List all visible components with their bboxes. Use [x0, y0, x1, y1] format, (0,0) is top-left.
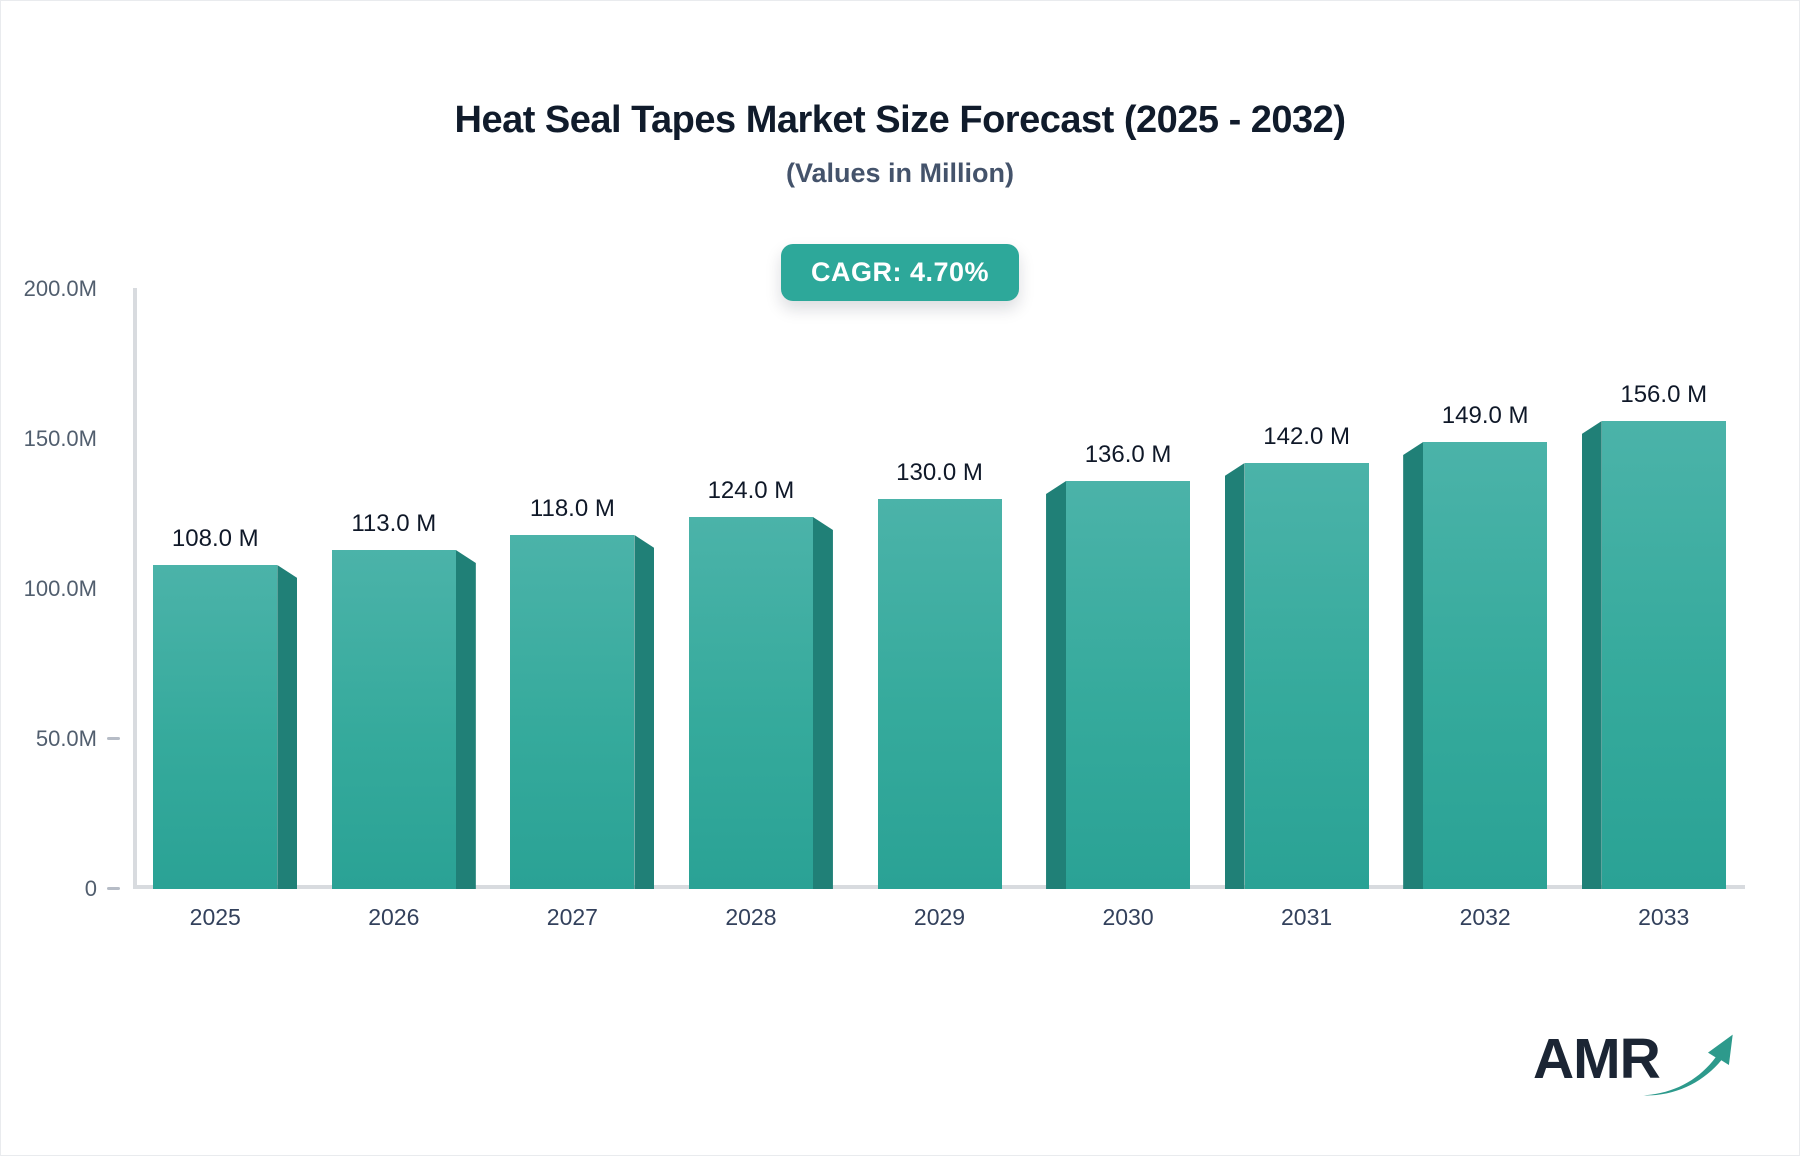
bar-2029 — [877, 499, 1002, 889]
y-tick-label: 150.0M — [23, 426, 97, 451]
bar-side-face — [1046, 481, 1067, 889]
bar-2025 — [153, 565, 278, 889]
bar-value-label: 136.0 M — [1084, 441, 1172, 468]
x-label-2027: 2027 — [546, 904, 598, 930]
bar-side-face — [634, 535, 655, 889]
bar-side-face — [1581, 421, 1602, 889]
bar-value-label: 156.0 M — [1620, 381, 1708, 408]
amr-logo-text: AMR — [1533, 1027, 1661, 1091]
x-label-2030: 2030 — [1102, 904, 1154, 930]
x-label-2031: 2031 — [1281, 904, 1333, 930]
x-label-2029: 2029 — [913, 904, 966, 930]
cagr-badge: CAGR: 4.70% — [780, 244, 1020, 302]
bar-side-face — [1403, 442, 1424, 889]
bar-value-label: 108.0 M — [171, 525, 259, 552]
x-label-2028: 2028 — [725, 904, 777, 930]
bar-2033 — [1601, 421, 1726, 889]
bar-2032 — [1423, 442, 1548, 889]
y-axis-line — [133, 288, 137, 889]
bar-side-face — [812, 517, 833, 889]
bar-2026 — [331, 550, 456, 889]
bar-2028 — [688, 517, 813, 889]
y-tick-label: 200.0M — [23, 276, 97, 301]
bar-side-face — [455, 550, 476, 889]
trend-arrow-icon — [1643, 1034, 1733, 1096]
y-tick-label: 100.0M — [23, 576, 97, 601]
bar-value-label: 124.0 M — [707, 477, 795, 504]
bar-side-face — [277, 565, 298, 889]
bar-value-label: 113.0 M — [351, 510, 437, 537]
y-tick-mark — [107, 887, 120, 890]
x-label-2033: 2033 — [1638, 904, 1690, 930]
bar-2031 — [1244, 463, 1369, 889]
chart-header: Heat Seal Tapes Market Size Forecast (20… — [1, 97, 1799, 302]
x-label-2026: 2026 — [368, 904, 420, 930]
y-tick-label: 50.0M — [35, 726, 97, 751]
bar-value-label: 118.0 M — [529, 495, 615, 522]
x-label-2025: 2025 — [189, 904, 241, 930]
bar-2027 — [510, 535, 635, 889]
y-tick-label: 0 — [84, 876, 97, 901]
chart-subtitle: (Values in Million) — [785, 157, 1015, 188]
bar-value-label: 149.0 M — [1441, 402, 1529, 429]
bar-value-label: 130.0 M — [896, 459, 983, 486]
amr-logo: AMR — [1533, 1027, 1733, 1109]
bar-value-label: 142.0 M — [1263, 423, 1350, 450]
y-tick-mark — [107, 737, 120, 740]
chart-title: Heat Seal Tapes Market Size Forecast (20… — [454, 99, 1346, 141]
bar-2030 — [1066, 481, 1191, 889]
x-label-2032: 2032 — [1459, 904, 1511, 930]
bar-side-face — [1224, 463, 1245, 889]
